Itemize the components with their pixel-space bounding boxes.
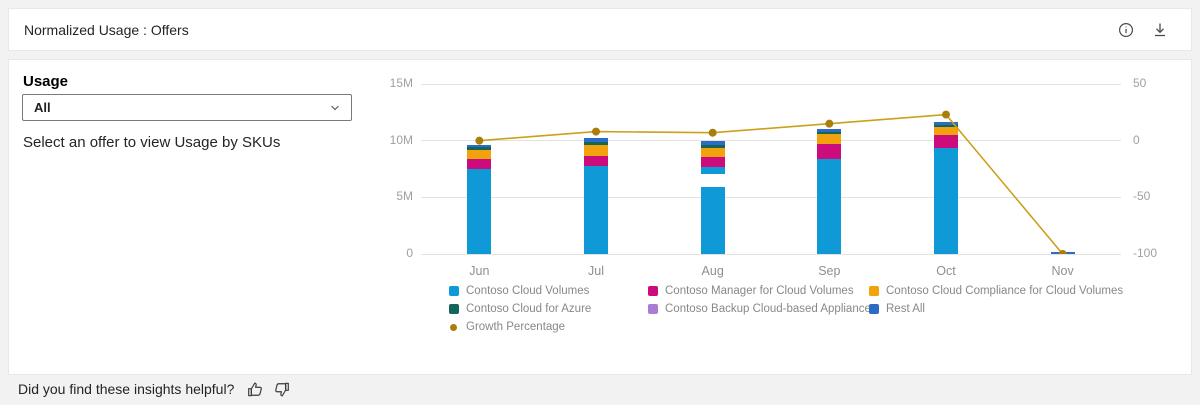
right-axis-tick-label: 50 <box>1133 76 1147 90</box>
bar-segment-azure[interactable] <box>934 125 958 127</box>
bar-segment-manager[interactable] <box>817 144 842 160</box>
bar-segment-compliance[interactable] <box>584 144 608 156</box>
bar-segment-azure[interactable] <box>584 141 608 145</box>
growth-point[interactable] <box>592 127 600 136</box>
widget-header: Normalized Usage : Offers <box>8 8 1192 51</box>
legend-item-cloud_volumes[interactable]: Contoso Cloud Volumes <box>449 285 648 297</box>
info-icon[interactable] <box>1117 21 1135 39</box>
legend-square-icon <box>449 286 459 296</box>
bar-segment-manager[interactable] <box>467 159 492 169</box>
usage-chart-card: Usage All Select an offer to view Usage … <box>8 59 1192 375</box>
legend-square-icon <box>869 286 879 296</box>
legend-label: Contoso Cloud Volumes <box>466 285 590 297</box>
legend-square-icon <box>449 304 459 314</box>
usage-dropdown[interactable]: All <box>22 94 352 121</box>
legend-item-growth_dot[interactable]: Growth Percentage <box>449 321 648 333</box>
x-axis-label: Aug <box>701 264 724 278</box>
growth-point[interactable] <box>825 119 834 128</box>
y-axis-tick-label: 10M <box>389 132 413 147</box>
bar-segment-azure[interactable] <box>817 131 842 134</box>
legend-item-compliance[interactable]: Contoso Cloud Compliance for Cloud Volum… <box>869 285 1123 297</box>
chevron-down-icon <box>329 102 341 114</box>
header-actions <box>1117 9 1169 50</box>
legend-item-backup[interactable]: Contoso Backup Cloud-based Appliance <box>648 303 871 315</box>
legend-label: Contoso Cloud for Azure <box>466 303 592 315</box>
right-axis-tick-label: -50 <box>1133 189 1151 204</box>
x-axis-label: Jul <box>588 264 604 278</box>
legend-label: Rest All <box>886 303 925 315</box>
legend-item-azure[interactable]: Contoso Cloud for Azure <box>449 303 648 315</box>
legend-item-rest_all[interactable]: Rest All <box>869 303 1123 315</box>
bar-segment-manager[interactable] <box>934 135 958 149</box>
legend-label: Contoso Cloud Compliance for Cloud Volum… <box>886 285 1124 297</box>
bar-segment-cloud_volumes[interactable] <box>467 169 492 254</box>
bar-segment-compliance[interactable] <box>817 133 842 145</box>
usage-dropdown-value: All <box>34 100 51 115</box>
feedback-question: Did you find these insights helpful? <box>18 381 235 397</box>
usage-filter-label: Usage <box>23 73 69 90</box>
bar-segment-cloud_volumes[interactable] <box>700 187 725 254</box>
y-axis-tick-label: 0 <box>406 246 413 260</box>
thumbs-up-button[interactable] <box>246 380 264 398</box>
bar-segment-rest_all[interactable] <box>934 122 958 126</box>
thumbs-down-button[interactable] <box>272 380 290 398</box>
bar-segment-manager[interactable] <box>584 155 608 166</box>
bar-segment-rest_all[interactable] <box>584 137 608 142</box>
bar-segment-cloud_volumes[interactable] <box>934 148 958 254</box>
growth-point[interactable] <box>1058 250 1067 254</box>
legend-label: Contoso Backup Cloud-based Appliance <box>665 303 871 315</box>
right-axis-tick-label: -100 <box>1133 246 1158 260</box>
stacked-bar-chart-plot: 0 5M 10M 15M 50 0 -50 -100 Jun Jul Aug Sep Oct Nov <box>390 76 1157 278</box>
bar-segment-gap[interactable] <box>700 174 725 188</box>
bar-segment-cloud_volumes[interactable] <box>817 159 842 254</box>
bar-segment-manager[interactable] <box>700 157 725 168</box>
growth-point[interactable] <box>942 110 950 119</box>
bar-segment-compliance[interactable] <box>934 126 958 135</box>
feedback-bar: Did you find these insights helpful? <box>18 380 290 398</box>
growth-percentage-line <box>475 110 1067 254</box>
right-axis-tick-label: 0 <box>1133 132 1140 147</box>
legend-square-icon <box>648 286 658 296</box>
bar-segment-compliance[interactable] <box>700 148 725 158</box>
legend-square-icon <box>648 304 658 314</box>
gridline <box>421 253 1121 255</box>
select-offer-hint: Select an offer to view Usage by SKUs <box>23 134 281 151</box>
chart-legend: Contoso Cloud Volumes Contoso Manager for… <box>449 285 1123 333</box>
bar-segment-cloud_volumes[interactable] <box>584 165 608 254</box>
y-axis-tick-label: 5M <box>396 189 413 204</box>
bar-segment-azure[interactable] <box>467 147 492 150</box>
download-icon[interactable] <box>1151 21 1169 39</box>
legend-item-manager[interactable]: Contoso Manager for Cloud Volumes <box>648 285 869 297</box>
x-axis-label: Oct <box>936 264 956 278</box>
y-axis-tick-label: 15M <box>389 76 413 90</box>
bar-segment-compliance[interactable] <box>467 149 492 160</box>
growth-point[interactable] <box>708 128 717 137</box>
x-axis-label: Jun <box>469 264 490 278</box>
x-axis-label: Sep <box>818 264 841 278</box>
bar-segment-azure[interactable] <box>700 145 725 149</box>
legend-label: Contoso Manager for Cloud Volumes <box>665 285 854 297</box>
x-axis-label: Nov <box>1051 264 1074 278</box>
gridline <box>421 140 1121 142</box>
bar-segment-rest_all[interactable] <box>467 144 492 148</box>
growth-point[interactable] <box>475 136 484 145</box>
bar-segment-cloud_volumes[interactable] <box>700 167 725 175</box>
widget-title: Normalized Usage : Offers <box>24 21 189 38</box>
gridline <box>421 83 1121 85</box>
legend-square-icon <box>869 304 879 314</box>
bar-segment-rest_all[interactable] <box>700 141 725 146</box>
legend-label: Growth Percentage <box>466 321 566 333</box>
legend-dot-icon <box>450 323 457 331</box>
bar-segment-rest_all[interactable] <box>817 128 842 132</box>
gridline <box>421 196 1121 198</box>
